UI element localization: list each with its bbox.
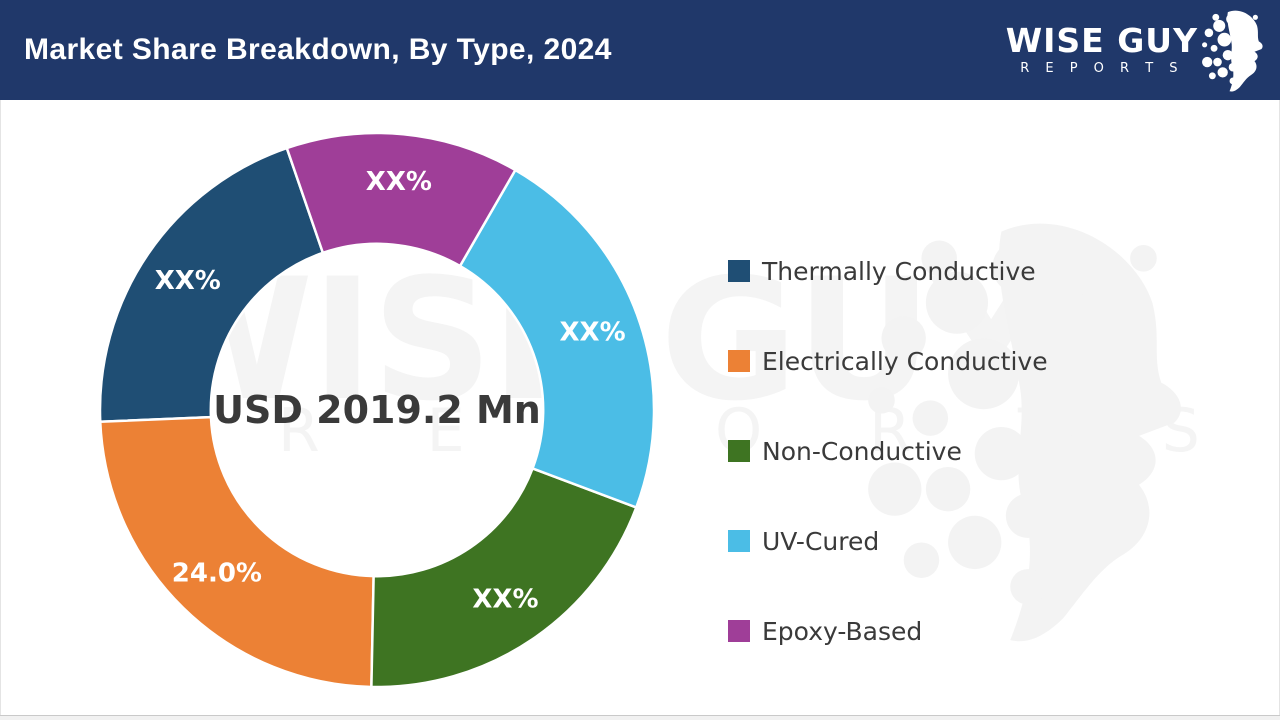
segment-value-label: XX% bbox=[472, 585, 538, 615]
legend-swatch bbox=[728, 350, 750, 372]
legend-swatch bbox=[728, 530, 750, 552]
legend-item-non-conductive: Non-Conductive bbox=[728, 406, 1048, 496]
legend-label: UV-Cured bbox=[762, 526, 880, 556]
segment-value-label: XX% bbox=[559, 318, 625, 348]
bottom-border bbox=[0, 715, 1280, 720]
segment-value-label: XX% bbox=[155, 266, 221, 296]
legend-label: Non-Conductive bbox=[762, 436, 962, 466]
donut-segment-electrically-conductive bbox=[99, 415, 375, 689]
logo-wordmark: WISE GUY R E P O R T S bbox=[1005, 21, 1198, 77]
page-title: Market Share Breakdown, By Type, 2024 bbox=[24, 33, 612, 66]
wise-guy-logo: WISE GUY R E P O R T S bbox=[1006, 6, 1264, 94]
header: Market Share Breakdown, By Type, 2024 WI… bbox=[0, 0, 1280, 100]
donut-chart: XX% 24.0% XX% XX% XX% bbox=[98, 131, 656, 689]
donut-center-total: USD 2019.2 Mn bbox=[213, 388, 541, 432]
legend-swatch bbox=[728, 620, 750, 642]
segment-value-label: XX% bbox=[366, 167, 432, 197]
legend-swatch bbox=[728, 260, 750, 282]
legend-swatch bbox=[728, 440, 750, 462]
segment-value-label: 24.0% bbox=[172, 559, 262, 589]
legend-label: Epoxy-Based bbox=[762, 616, 923, 646]
donut-segment-non-conductive bbox=[370, 467, 638, 689]
donut-segment-uv-cured bbox=[458, 168, 656, 509]
legend-item-thermally-conductive: Thermally Conductive bbox=[728, 226, 1048, 316]
legend-label: Thermally Conductive bbox=[762, 256, 1036, 286]
legend-item-electrically-conductive: Electrically Conductive bbox=[728, 316, 1048, 406]
legend-label: Electrically Conductive bbox=[762, 346, 1048, 376]
legend: Thermally Conductive Electrically Conduct… bbox=[728, 226, 1048, 676]
donut-segment-epoxy-based bbox=[285, 131, 517, 268]
face-dots-icon bbox=[1202, 10, 1263, 92]
logo-title: WISE GUY bbox=[1005, 21, 1198, 60]
legend-item-uv-cured: UV-Cured bbox=[728, 496, 1048, 586]
logo-subtitle: R E P O R T S bbox=[1020, 61, 1184, 76]
legend-item-epoxy-based: Epoxy-Based bbox=[728, 586, 1048, 676]
donut-segment-thermally-conductive bbox=[98, 146, 325, 424]
